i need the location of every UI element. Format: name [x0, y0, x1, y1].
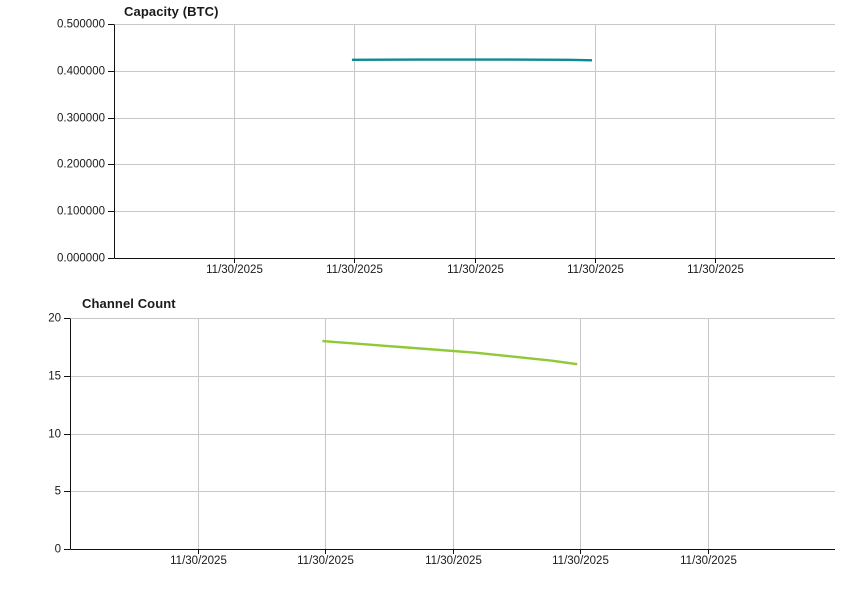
capacity-xtick-label: 11/30/2025 — [687, 264, 744, 276]
capacity-series-line[interactable] — [351, 58, 593, 62]
channel-xtick-label: 11/30/2025 — [680, 555, 737, 567]
capacity-chart-canvas[interactable]: 0.000000 0.100000 0.200000 0.300000 0.400000… — [0, 0, 860, 292]
capacity-xtick-label: 11/30/2025 — [206, 264, 263, 276]
channel-xtick-label: 11/30/2025 — [297, 555, 354, 567]
capacity-series — [351, 58, 593, 62]
capacity-chart-title: Capacity (BTC) — [124, 4, 219, 19]
capacity-ytick-label: 0.200000 — [57, 159, 105, 171]
channel-series — [322, 339, 578, 366]
capacity-ytick-marks — [108, 23, 114, 260]
channel-ytick-marks — [64, 317, 70, 551]
channel-ytick-labels: 0 5 10 15 20 — [48, 313, 61, 556]
capacity-ytick-label: 0.400000 — [57, 66, 105, 78]
capacity-ytick-label: 0.500000 — [57, 19, 105, 31]
channel-xtick-label: 11/30/2025 — [552, 555, 609, 567]
capacity-xtick-label: 11/30/2025 — [326, 264, 383, 276]
channel-xtick-label: 11/30/2025 — [425, 555, 482, 567]
channel-ytick-label: 5 — [55, 486, 61, 498]
channel-series-line[interactable] — [322, 339, 578, 366]
channel-count-chart-title: Channel Count — [82, 296, 176, 311]
capacity-xtick-marks — [233, 258, 717, 263]
channel-ytick-label: 20 — [48, 313, 61, 325]
channel-xtick-labels: 11/30/2025 11/30/2025 11/30/2025 11/30/2025… — [170, 555, 737, 567]
capacity-xtick-label: 11/30/2025 — [567, 264, 624, 276]
channel-gridlines — [70, 318, 835, 550]
capacity-xtick-labels: 11/30/2025 11/30/2025 11/30/2025 11/30/2025… — [206, 264, 744, 276]
channel-ytick-label: 0 — [55, 544, 61, 556]
channel-xtick-marks — [197, 549, 710, 554]
capacity-gridlines — [114, 24, 835, 259]
capacity-ytick-label: 0.300000 — [57, 113, 105, 125]
channel-ytick-label: 10 — [48, 429, 61, 441]
capacity-ytick-label: 0.000000 — [57, 253, 105, 265]
capacity-ytick-labels: 0.000000 0.100000 0.200000 0.300000 0.400000… — [57, 19, 105, 265]
chart-panel-channel-count[interactable]: 0 5 10 15 20 11/30/2025 11/30/2025 11/30/2025 1… — [0, 292, 860, 600]
channel-xtick-label: 11/30/2025 — [170, 555, 227, 567]
channel-ytick-label: 15 — [48, 371, 61, 383]
capacity-ytick-label: 0.100000 — [57, 206, 105, 218]
capacity-xtick-label: 11/30/2025 — [447, 264, 504, 276]
chart-panel-capacity[interactable]: 0.000000 0.100000 0.200000 0.300000 0.400000… — [0, 0, 860, 292]
